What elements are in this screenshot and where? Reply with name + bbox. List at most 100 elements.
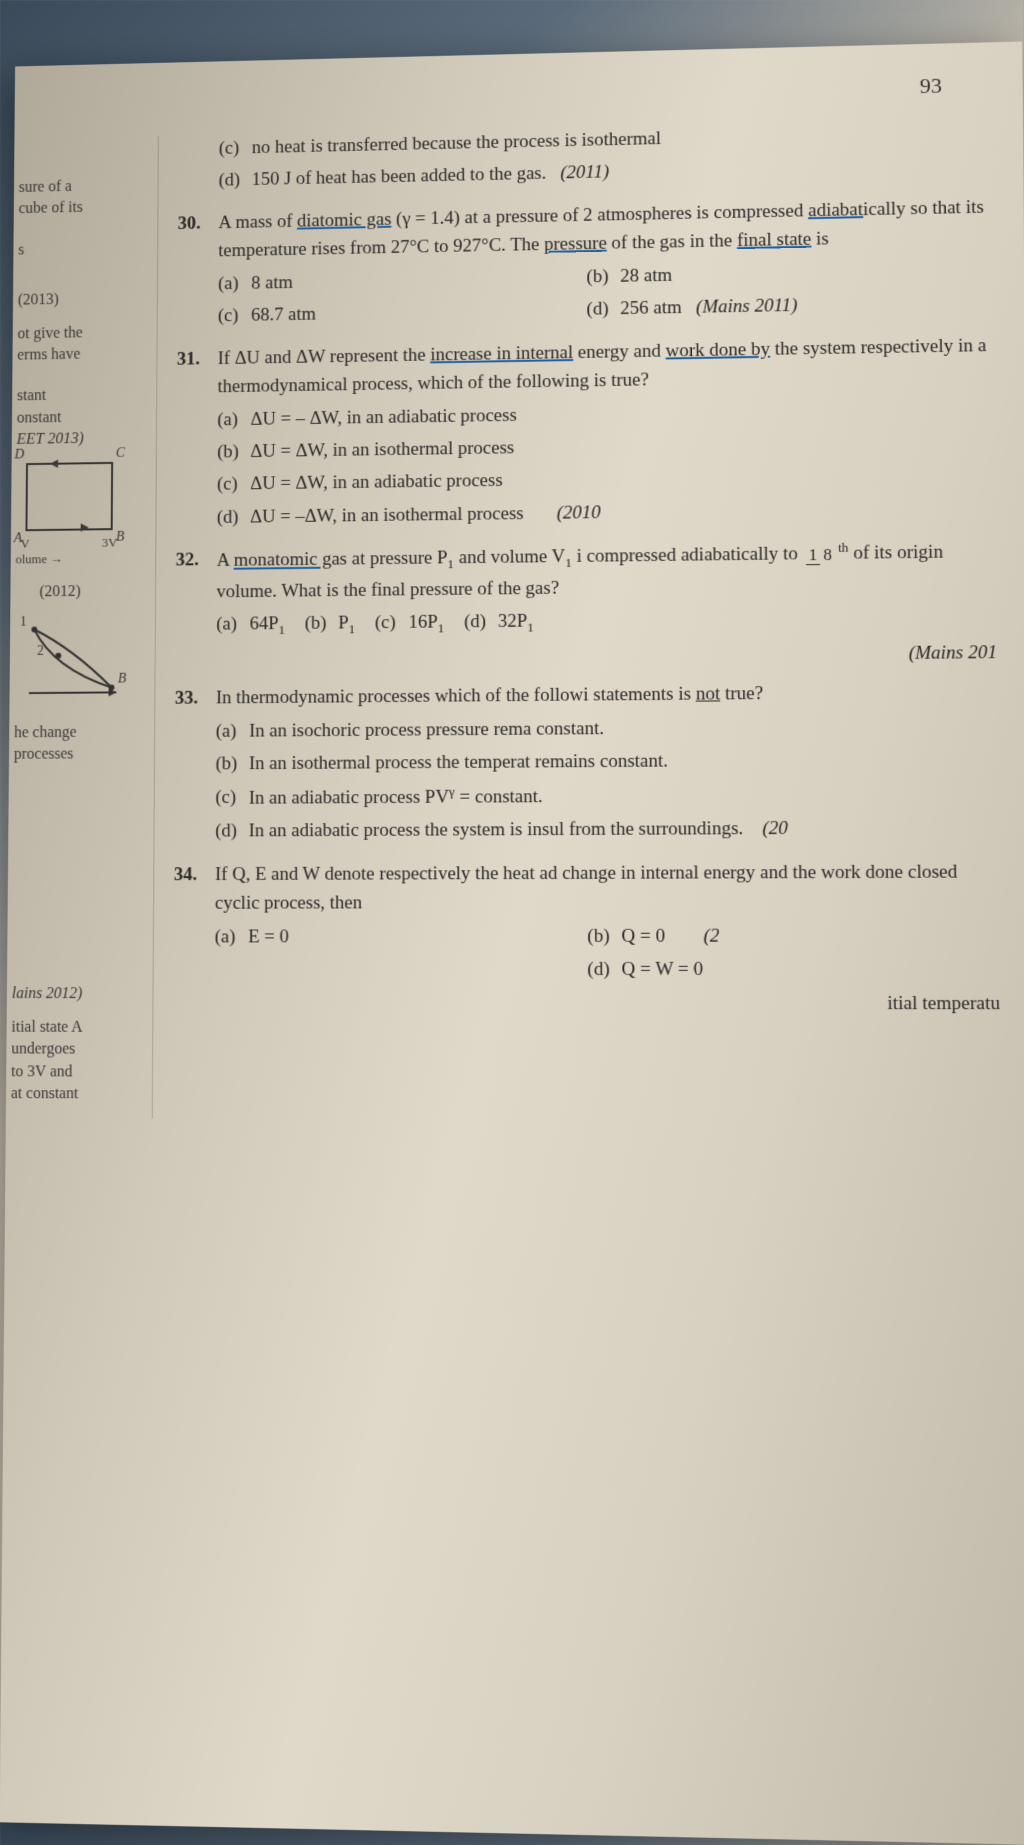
question-number: 34.: [173, 860, 215, 1018]
option-text: 28 atm: [620, 261, 672, 291]
option-label: (b): [587, 262, 621, 291]
option-text: E = 0: [248, 922, 289, 951]
q-text: (γ = 1.4) at a pressure of 2 atmospheres…: [391, 200, 808, 229]
option-label: (d): [215, 817, 249, 846]
fraction: 18: [806, 542, 835, 569]
question-body: If Q, E and W denote respectively the he…: [214, 857, 1000, 1018]
option-text: Q = W = 0: [622, 955, 704, 985]
frag-line: to 3V and: [11, 1061, 152, 1084]
option-label: (b): [587, 921, 621, 951]
q-text-underline: pressure: [544, 233, 607, 255]
q-text-underline: adiabat: [808, 199, 863, 221]
option-a: (a)E = 0: [215, 922, 588, 952]
option-label: (a): [218, 269, 251, 298]
frag-line: onstant: [17, 406, 157, 430]
page-number: 93: [15, 71, 1003, 120]
frag-text: stant onstant EET 2013): [17, 384, 157, 451]
frag-line: erms have: [17, 343, 156, 367]
opt-inner: = constant.: [455, 786, 543, 807]
option-label: (c): [219, 134, 252, 163]
option-b: (b)28 atm: [587, 255, 963, 291]
option-label: (c): [217, 470, 250, 499]
question-number: 30.: [177, 209, 218, 335]
question-32: 32. A monatomic gas at pressure P1 and v…: [175, 536, 997, 674]
option-label: (d): [587, 955, 621, 985]
option-b: (b)Q = 0 (2: [587, 921, 967, 951]
frac-den: 8: [820, 545, 835, 564]
option-d: (d)ΔU = –ΔW, in an isothermal process (2…: [217, 493, 996, 532]
year-ref: (2010: [557, 502, 601, 523]
option-c: (c)In an adiabatic process PVγ = constan…: [215, 778, 998, 813]
opt-inner: Q = 0: [622, 925, 666, 946]
diagram-axis: V 3V: [20, 534, 117, 551]
subscript: 1: [527, 620, 534, 635]
opt-inner: 150 J of heat has been added to the gas.: [252, 164, 547, 191]
q-text-underline: final state: [737, 229, 812, 251]
option-b: (b)In an isothermal process the temperat…: [216, 745, 999, 779]
question-34: 34. If Q, E and W denote respectively th…: [173, 857, 1000, 1018]
q-text-underline: not: [696, 684, 720, 705]
option-text: P1: [338, 609, 355, 640]
arrow-icon: ◄: [47, 456, 61, 472]
superscript: th: [838, 540, 849, 555]
question-number: 31.: [176, 344, 218, 536]
diagram-label: A: [14, 531, 22, 547]
option-c: (c)16P1: [375, 608, 444, 640]
frag-year: lains 2012): [12, 983, 153, 1005]
option-label: (a): [217, 405, 250, 434]
option-label: (d): [464, 608, 498, 639]
frag-text: he change processes: [14, 721, 154, 766]
opt-inner: 256 atm: [620, 297, 681, 319]
diagram-label: B: [118, 672, 126, 688]
option-text: ΔU = – ΔW, in an adiabatic process: [250, 401, 516, 434]
option-d: (d)256 atm (Mains 2011): [587, 288, 963, 324]
diagram-label: B: [116, 529, 124, 545]
diagram-label: C: [116, 446, 125, 462]
option-c: (c)68.7 atm: [218, 295, 587, 330]
year-ref: (20: [762, 818, 788, 839]
option-label: (c): [218, 301, 251, 330]
q-text: If ΔU and ΔW represent the: [218, 344, 431, 368]
option-label: (a): [216, 717, 249, 746]
frag-text: ot give the erms have: [17, 321, 156, 367]
q-text: A: [217, 551, 234, 572]
option-text: Q = 0 (2: [622, 921, 720, 951]
right-column-questions: (c)no heat is transferred because the pr…: [153, 117, 1012, 1121]
option-label: (c): [215, 783, 249, 814]
question-number: [178, 135, 219, 200]
option-text: In an adiabatic process PVγ = constant.: [249, 781, 543, 813]
option-text: In an isothermal process the temperat re…: [249, 747, 668, 779]
cutoff-text: itial temperatu: [214, 988, 1000, 1018]
question-33: 33. In thermodynamic processes which of …: [174, 677, 999, 850]
axis-label: olume →: [15, 550, 155, 567]
frag-line: s: [18, 237, 157, 261]
q-text-underline: work done by: [666, 339, 770, 361]
content-columns: sure of a cube of its s (2013) ot give t…: [6, 117, 1012, 1121]
option-label: (d): [219, 166, 252, 195]
option-text: 256 atm (Mains 2011): [620, 291, 797, 323]
arrow-icon: ►: [78, 520, 92, 536]
option-a: (a)In an isochoric process pressure rema…: [216, 711, 998, 746]
opt-inner: 32P: [498, 611, 527, 632]
q-text: as at pressure P: [331, 548, 447, 570]
diagram-label: D: [14, 447, 24, 463]
options: (a)8 atm (b)28 atm (c)68.7 atm (d)256 at…: [218, 255, 994, 335]
opt-inner: 16P: [408, 612, 437, 633]
frag-line: stant: [17, 384, 156, 408]
option-text: 64P1: [250, 610, 286, 641]
pv-diagram-box: D C A B ◄ ►: [25, 461, 113, 530]
frag-text: itial state A undergoes to 3V and at con…: [11, 1017, 153, 1106]
frag-year: (2013): [18, 288, 157, 312]
frag-line: at constant: [11, 1083, 152, 1106]
option-a: (a)64P1: [216, 610, 285, 642]
options: (a)In an isochoric process pressure rema…: [215, 711, 999, 850]
option-b: (b)P1: [305, 609, 356, 640]
year-ref: (2: [703, 925, 719, 946]
q-text: In thermodynamic processes which of the …: [216, 684, 696, 709]
frag-text: sure of a cube of its: [19, 175, 158, 221]
q-text-underline: monatomic g: [234, 550, 332, 572]
option-d: (d)Q = W = 0: [587, 955, 967, 985]
frag-line: sure of a: [19, 175, 158, 200]
option-text: 8 atm: [251, 268, 293, 297]
option-text: 16P1: [408, 608, 444, 639]
